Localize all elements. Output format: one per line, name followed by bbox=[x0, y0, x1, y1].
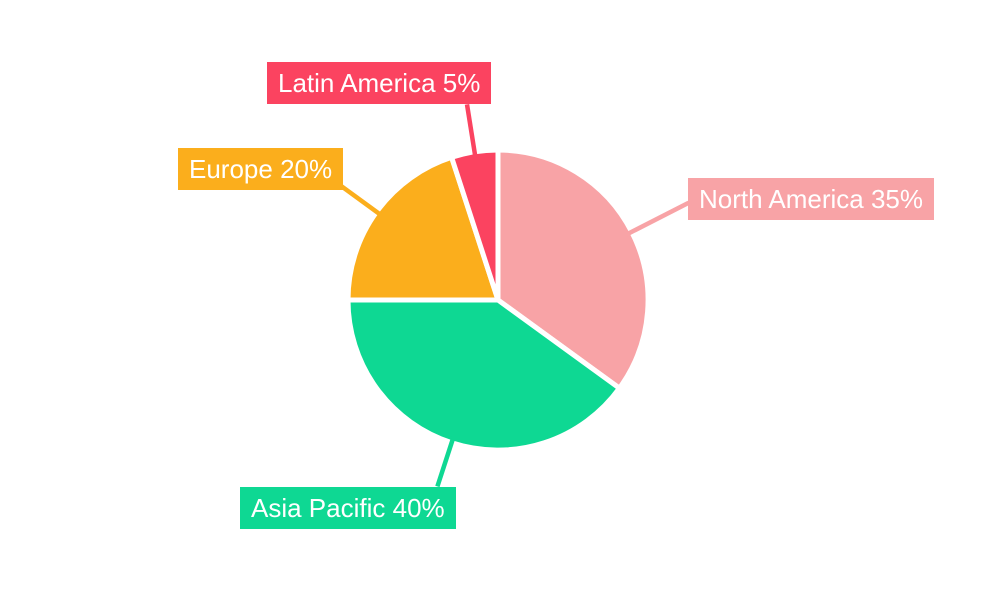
callout-label-asia-pacific: Asia Pacific 40% bbox=[240, 487, 456, 529]
leader-line-asia-pacific bbox=[435, 436, 456, 488]
callout-label-latin-america: Latin America 5% bbox=[267, 62, 492, 104]
callout-label-north-america: North America 35% bbox=[688, 178, 934, 220]
callout-label-europe: Europe 20% bbox=[178, 148, 344, 190]
leader-line-latin-america bbox=[464, 104, 478, 159]
leader-line-north-america bbox=[625, 200, 690, 237]
